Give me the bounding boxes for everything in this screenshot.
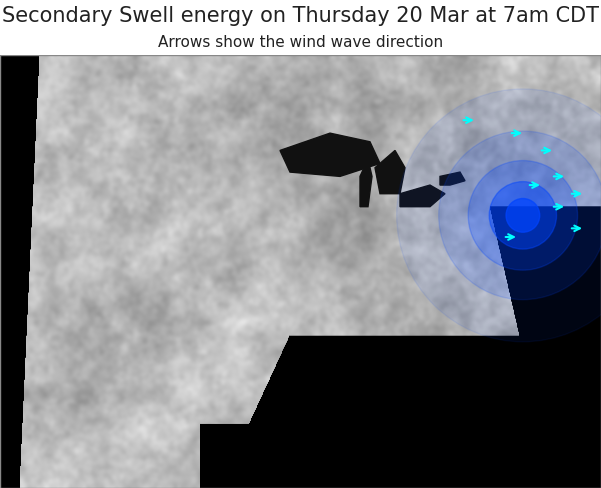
Polygon shape: [440, 173, 465, 186]
Polygon shape: [280, 134, 380, 177]
Circle shape: [506, 199, 540, 233]
Polygon shape: [360, 160, 372, 207]
Polygon shape: [400, 186, 445, 207]
Text: Secondary Swell energy on Thursday 20 Mar at 7am CDT: Secondary Swell energy on Thursday 20 Ma…: [2, 6, 599, 26]
Circle shape: [489, 183, 557, 249]
Polygon shape: [375, 151, 405, 194]
Circle shape: [468, 161, 578, 270]
Text: Arrows show the wind wave direction: Arrows show the wind wave direction: [158, 35, 443, 50]
Circle shape: [439, 132, 601, 300]
Circle shape: [397, 90, 601, 342]
